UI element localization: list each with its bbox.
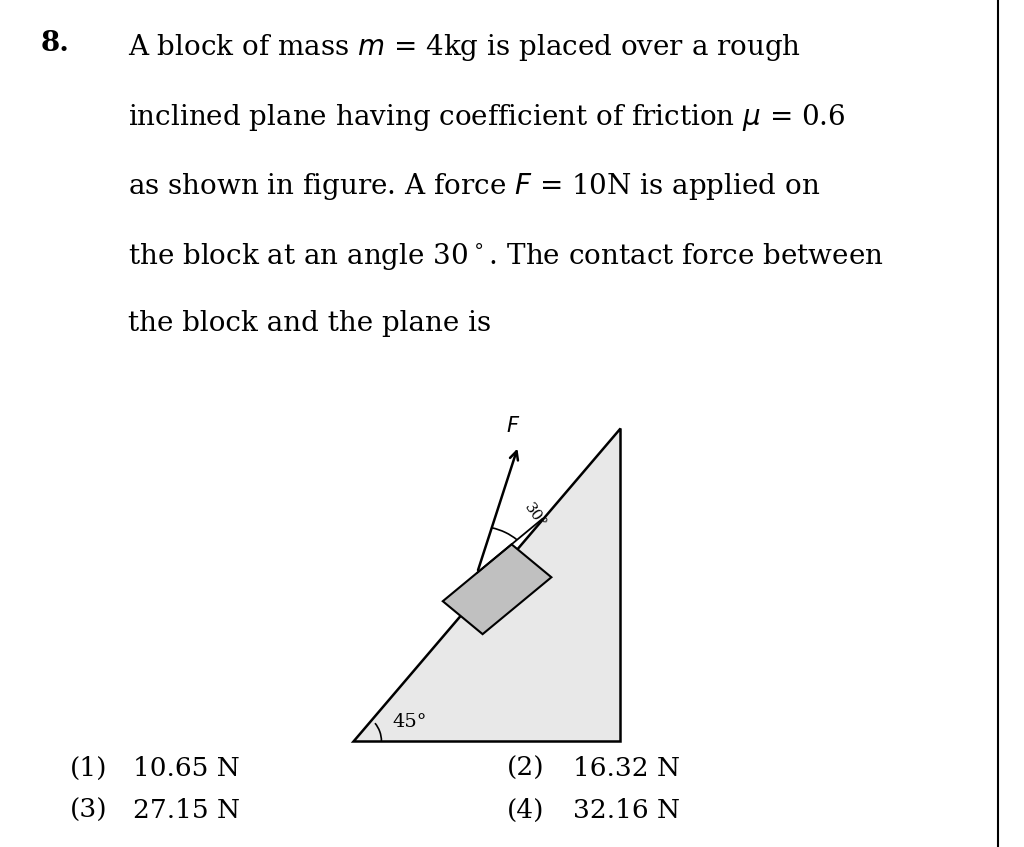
Text: (1): (1) — [70, 756, 108, 782]
Text: $F$: $F$ — [506, 416, 520, 436]
Text: A block of mass $m$ = 4kg is placed over a rough: A block of mass $m$ = 4kg is placed over… — [128, 32, 801, 64]
Text: 27.15 N: 27.15 N — [133, 798, 240, 823]
Text: (4): (4) — [507, 798, 545, 823]
Text: the block at an angle 30$^\circ$. The contact force between: the block at an angle 30$^\circ$. The co… — [128, 241, 884, 272]
Text: (2): (2) — [507, 756, 545, 782]
Text: 10.65 N: 10.65 N — [133, 756, 240, 782]
Text: 8.: 8. — [41, 30, 70, 57]
Text: 16.32 N: 16.32 N — [573, 756, 680, 782]
Text: as shown in figure. A force $F$ = 10N is applied on: as shown in figure. A force $F$ = 10N is… — [128, 171, 820, 202]
Text: 30°: 30° — [521, 501, 549, 531]
Polygon shape — [442, 545, 551, 634]
Text: inclined plane having coefficient of friction $\mu$ = 0.6: inclined plane having coefficient of fri… — [128, 102, 846, 133]
Polygon shape — [353, 428, 620, 741]
Text: the block and the plane is: the block and the plane is — [128, 310, 492, 337]
Text: (3): (3) — [70, 798, 108, 823]
Text: 32.16 N: 32.16 N — [573, 798, 680, 823]
Text: 45°: 45° — [392, 713, 427, 731]
